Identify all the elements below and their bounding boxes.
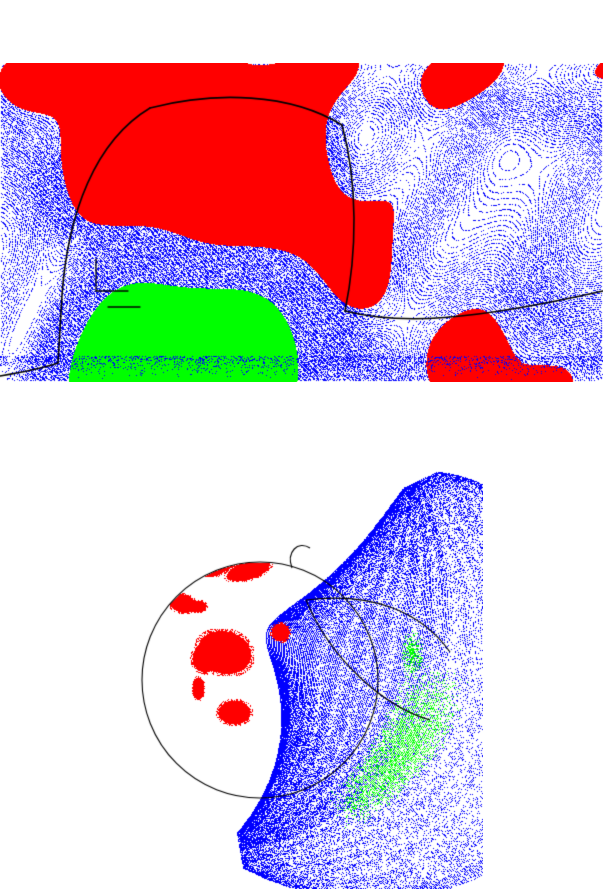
globe-render-canvas — [120, 420, 483, 889]
globe-panel — [120, 420, 483, 889]
map-panel — [0, 63, 603, 382]
contour-map-canvas — [0, 63, 603, 382]
